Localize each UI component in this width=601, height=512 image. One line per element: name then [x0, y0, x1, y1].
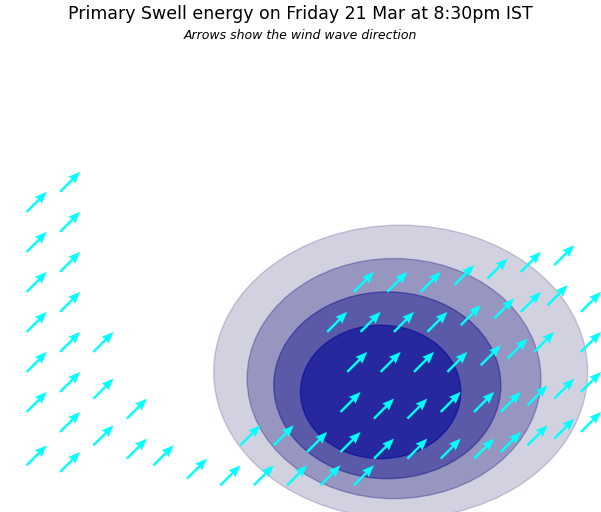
- Ellipse shape: [247, 259, 541, 499]
- Ellipse shape: [214, 225, 588, 512]
- Text: Primary Swell energy on Friday 21 Mar at 8:30pm IST: Primary Swell energy on Friday 21 Mar at…: [68, 6, 533, 24]
- Ellipse shape: [274, 292, 501, 479]
- Text: Arrows show the wind wave direction: Arrows show the wind wave direction: [184, 29, 417, 41]
- Ellipse shape: [300, 325, 461, 459]
